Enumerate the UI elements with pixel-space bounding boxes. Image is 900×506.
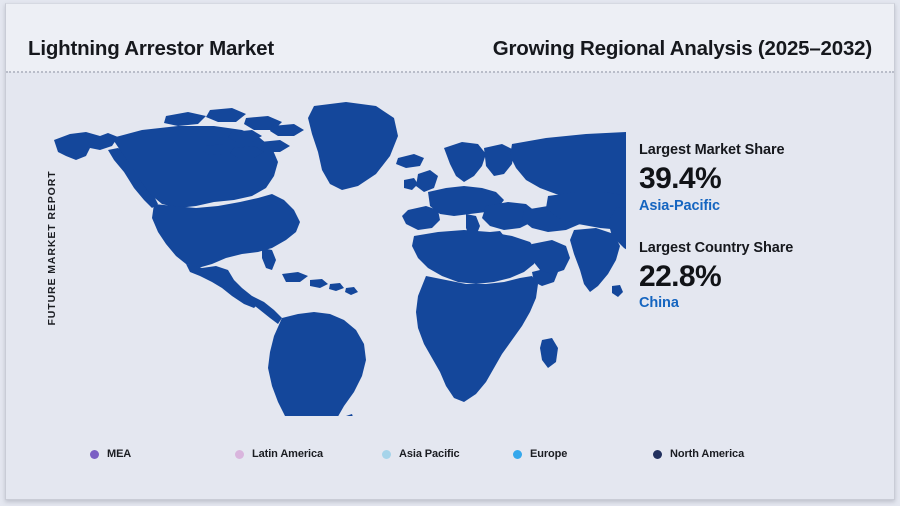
stats-panel: Largest Market Share 39.4% Asia-Pacific …: [639, 142, 889, 311]
header-divider: [6, 71, 894, 73]
header-bar: Lightning Arrestor Market Growing Region…: [6, 4, 894, 72]
stat-region: China: [639, 295, 679, 312]
stat-largest-market-share: Largest Market Share 39.4% Asia-Pacific: [639, 142, 889, 214]
stat-label: Largest Country Share: [639, 239, 794, 256]
header-subtitle: Growing Regional Analysis (2025–2032): [492, 37, 872, 60]
legend-label: MEA: [107, 448, 132, 460]
map-legend: MEA Latin America Asia Pacific Europe No…: [90, 448, 790, 466]
legend-label: Europe: [530, 448, 568, 460]
legend-swatch-icon: [382, 449, 391, 459]
legend-item-latin-america: Latin America: [235, 448, 323, 460]
legend-item-mea: MEA: [90, 448, 131, 460]
legend-swatch-icon: [90, 449, 99, 459]
map-landmasses: [54, 102, 626, 416]
stat-label: Largest Market Share: [639, 142, 785, 158]
legend-label: Asia Pacific: [399, 448, 460, 460]
stat-value: 39.4%: [639, 162, 722, 195]
legend-label: North America: [670, 448, 745, 460]
stat-value: 22.8%: [639, 259, 722, 293]
legend-label: Latin America: [252, 448, 324, 460]
legend-swatch-icon: [513, 449, 522, 459]
legend-item-north-america: North America: [653, 448, 744, 460]
legend-swatch-icon: [653, 449, 662, 459]
legend-item-asia-pacific: Asia Pacific: [382, 448, 460, 460]
legend-swatch-icon: [235, 449, 244, 459]
page-title: Lightning Arrestor Market: [28, 37, 274, 60]
world-map: [46, 96, 626, 416]
legend-item-europe: Europe: [513, 448, 567, 460]
stat-largest-country-share: Largest Country Share 22.8% China: [639, 240, 889, 312]
stat-region: Asia-Pacific: [639, 197, 721, 214]
world-map-svg: [54, 102, 626, 416]
